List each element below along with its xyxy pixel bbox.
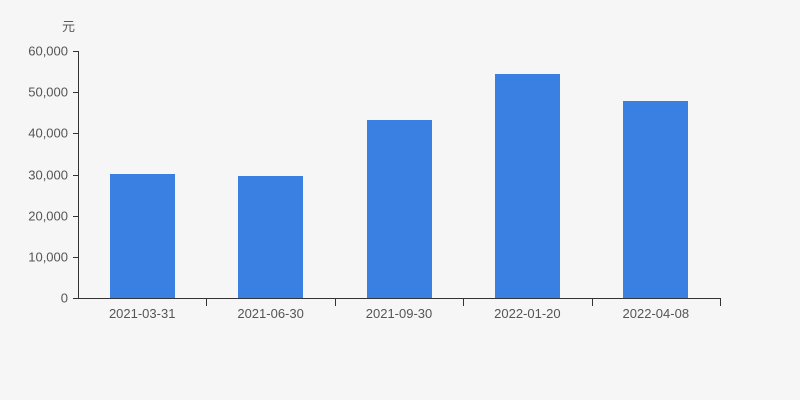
y-axis-tick-label: 10,000 [28,249,68,265]
bar[interactable] [109,174,175,298]
bar[interactable] [238,175,304,298]
x-axis-tick-label: 2022-01-20 [494,306,561,321]
y-axis-tick-mark [73,51,79,52]
y-axis-tick-mark [73,256,79,258]
x-axis-line [78,298,721,299]
y-axis-tick-label: 20,000 [28,208,68,224]
x-axis-tick-label: 2022-04-08 [622,306,690,321]
x-axis-end-tick [720,299,721,306]
y-axis-unit-label: 元 [62,19,76,34]
y-axis-tick-mark [73,215,79,217]
bar[interactable] [494,73,560,298]
x-axis-tick-label: 2021-03-31 [108,306,176,321]
bar[interactable] [623,101,689,298]
y-axis-tick-label: 0 [60,290,68,306]
y-axis-tick-mark [73,92,79,94]
bar[interactable] [366,120,432,298]
x-axis-tick-mark [206,299,207,306]
y-axis-tick-label: 30,000 [28,167,68,182]
x-axis-tick-mark [463,299,464,306]
x-axis-tick-mark [592,299,593,306]
y-axis-tick-label: 60,000 [28,43,68,59]
y-axis-tick-mark [73,174,79,176]
y-axis-tick-mark [73,298,79,299]
x-axis-tick-label: 2021-09-30 [365,306,433,321]
x-axis-tick-mark [335,299,336,306]
y-axis-tick-label: 40,000 [28,125,68,141]
y-axis-tick-label: 50,000 [28,84,68,100]
x-axis-tick-label: 2021-06-30 [237,306,304,321]
y-axis-tick-mark [73,133,79,135]
